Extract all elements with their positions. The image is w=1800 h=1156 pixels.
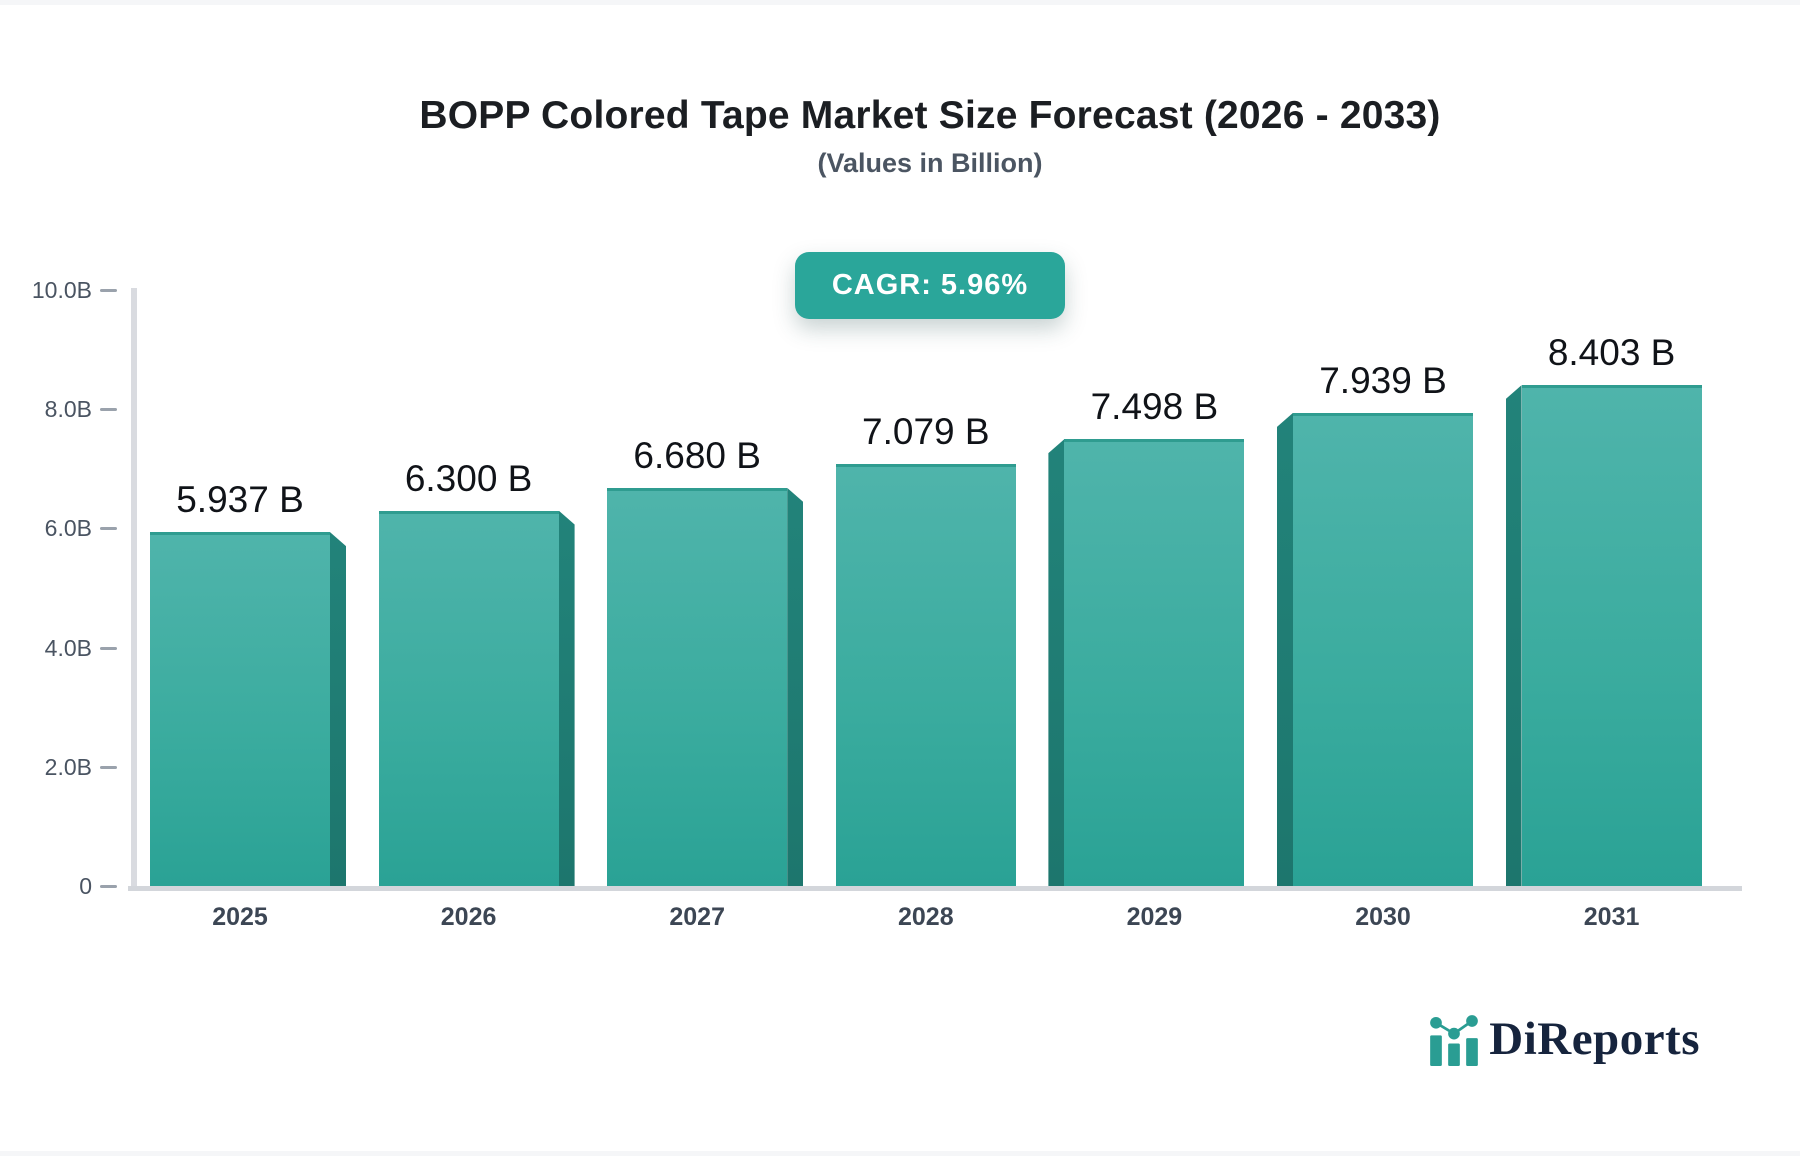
bar-face — [378, 510, 559, 886]
y-tick-mark — [100, 765, 117, 769]
bar-2027 — [607, 487, 804, 886]
bar-2025 — [150, 532, 346, 886]
bar-face — [1521, 385, 1702, 886]
direports-logo: DiReports — [1427, 1012, 1700, 1066]
y-axis-line — [131, 288, 137, 886]
y-tick-label: 2.0B — [44, 753, 92, 780]
bar-value-label: 6.680 B — [633, 434, 761, 476]
bar-2028 — [835, 464, 1016, 886]
x-axis-label-2031: 2031 — [1583, 903, 1640, 931]
bar-side-shade — [787, 487, 804, 886]
y-tick-mark — [100, 527, 117, 531]
x-axis-label-2029: 2029 — [1126, 903, 1183, 931]
x-axis-label-2026: 2026 — [440, 903, 497, 931]
direports-logo-text: DiReports — [1489, 1013, 1700, 1065]
bar-2030 — [1277, 412, 1473, 886]
bar-value-label: 8.403 B — [1547, 332, 1676, 374]
y-tick-mark — [100, 408, 117, 412]
y-tick-label: 6.0B — [44, 515, 92, 542]
x-axis-baseline — [128, 886, 1742, 891]
y-tick-label: 10.0B — [31, 277, 92, 303]
y-tick-mark — [100, 885, 117, 888]
bar-2026 — [378, 510, 575, 886]
x-axis-label-2025: 2025 — [212, 903, 268, 931]
bar-side-shade — [330, 532, 346, 886]
y-tick-mark — [100, 646, 117, 650]
bar-value-label: 7.498 B — [1090, 386, 1219, 428]
y-tick-mark — [100, 289, 117, 292]
bar-side-shade — [1505, 385, 1522, 886]
x-axis-label-2028: 2028 — [897, 903, 954, 931]
bar-value-label: 7.939 B — [1319, 359, 1447, 401]
bar-2031 — [1505, 385, 1702, 886]
direports-logo-icon — [1430, 1015, 1479, 1066]
bar-face — [835, 464, 1016, 886]
bar-side-shade — [1277, 412, 1293, 886]
page-top-border — [0, 0, 1800, 5]
y-tick-label: 0 — [79, 873, 92, 899]
chart-subtitle: (Values in Billion) — [817, 148, 1043, 178]
x-axis-label-2027: 2027 — [669, 903, 725, 931]
bar-value-label: 7.079 B — [862, 411, 990, 453]
bar-value-label: 6.300 B — [404, 457, 533, 499]
bar-side-shade — [558, 510, 575, 886]
y-tick-label: 8.0B — [44, 396, 92, 423]
bar-2029 — [1048, 439, 1245, 886]
bar-face — [607, 487, 788, 886]
bar-value-label: 5.937 B — [176, 479, 304, 521]
y-tick-label: 4.0B — [44, 634, 92, 661]
page-bottom-border — [0, 1151, 1800, 1156]
bar-side-shade — [1048, 439, 1065, 886]
bar-face — [1064, 439, 1245, 886]
chart-title: BOPP Colored Tape Market Size Forecast (… — [419, 94, 1441, 137]
bar-face — [1293, 412, 1473, 886]
x-axis-label-2030: 2030 — [1355, 903, 1411, 931]
bar-face — [150, 532, 330, 886]
